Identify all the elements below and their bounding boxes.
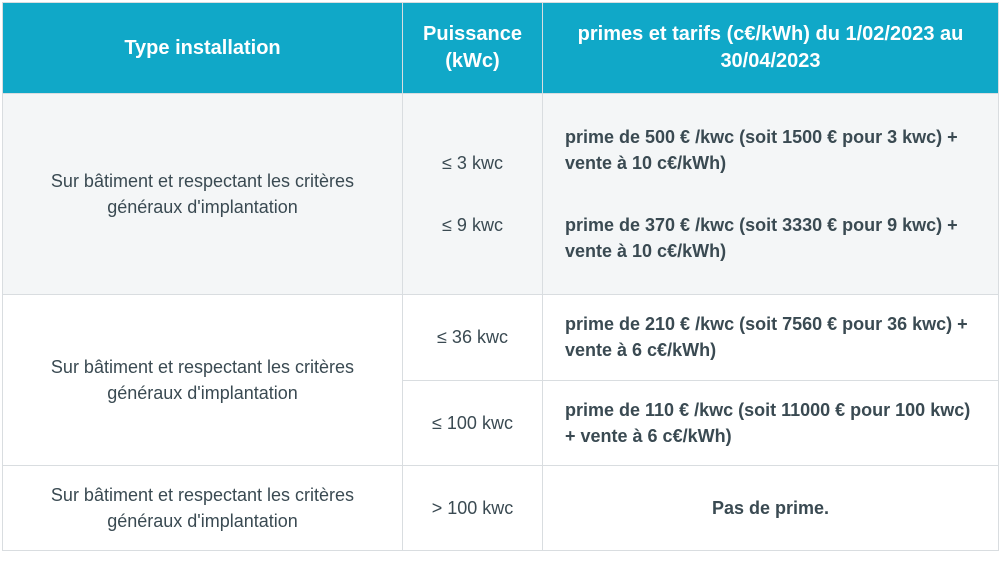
cell-tariff: Pas de prime. [543,465,999,550]
cell-type: Sur bâtiment et respectant les critères … [3,465,403,550]
header-power: Puissance (kWc) [403,3,543,94]
cell-power: ≤ 3 kwc [417,132,528,194]
table-header-row: Type installation Puissance (kWc) primes… [3,3,999,94]
cell-tariff: prime de 370 € /kwc (soit 3330 € pour 9 … [565,194,976,282]
header-type: Type installation [3,3,403,94]
tariff-table-container: Type installation Puissance (kWc) primes… [0,0,1000,568]
cell-type: Sur bâtiment et respectant les critères … [3,94,403,295]
table-row: Sur bâtiment et respectant les critères … [3,295,999,380]
cell-type: Sur bâtiment et respectant les critères … [3,295,403,465]
cell-tariff-group: prime de 500 € /kwc (soit 1500 € pour 3 … [543,94,999,295]
cell-power: ≤ 100 kwc [403,380,543,465]
cell-power-group: ≤ 3 kwc ≤ 9 kwc [403,94,543,295]
cell-power: ≤ 36 kwc [403,295,543,380]
cell-tariff: prime de 110 € /kwc (soit 11000 € pour 1… [543,380,999,465]
table-row: Sur bâtiment et respectant les critères … [3,465,999,550]
table-row: Sur bâtiment et respectant les critères … [3,94,999,295]
cell-tariff: prime de 210 € /kwc (soit 7560 € pour 36… [543,295,999,380]
cell-power: ≤ 9 kwc [417,194,528,256]
cell-tariff: prime de 500 € /kwc (soit 1500 € pour 3 … [565,106,976,194]
cell-power: > 100 kwc [403,465,543,550]
tariff-table: Type installation Puissance (kWc) primes… [2,2,999,551]
header-tariff: primes et tarifs (c€/kWh) du 1/02/2023 a… [543,3,999,94]
